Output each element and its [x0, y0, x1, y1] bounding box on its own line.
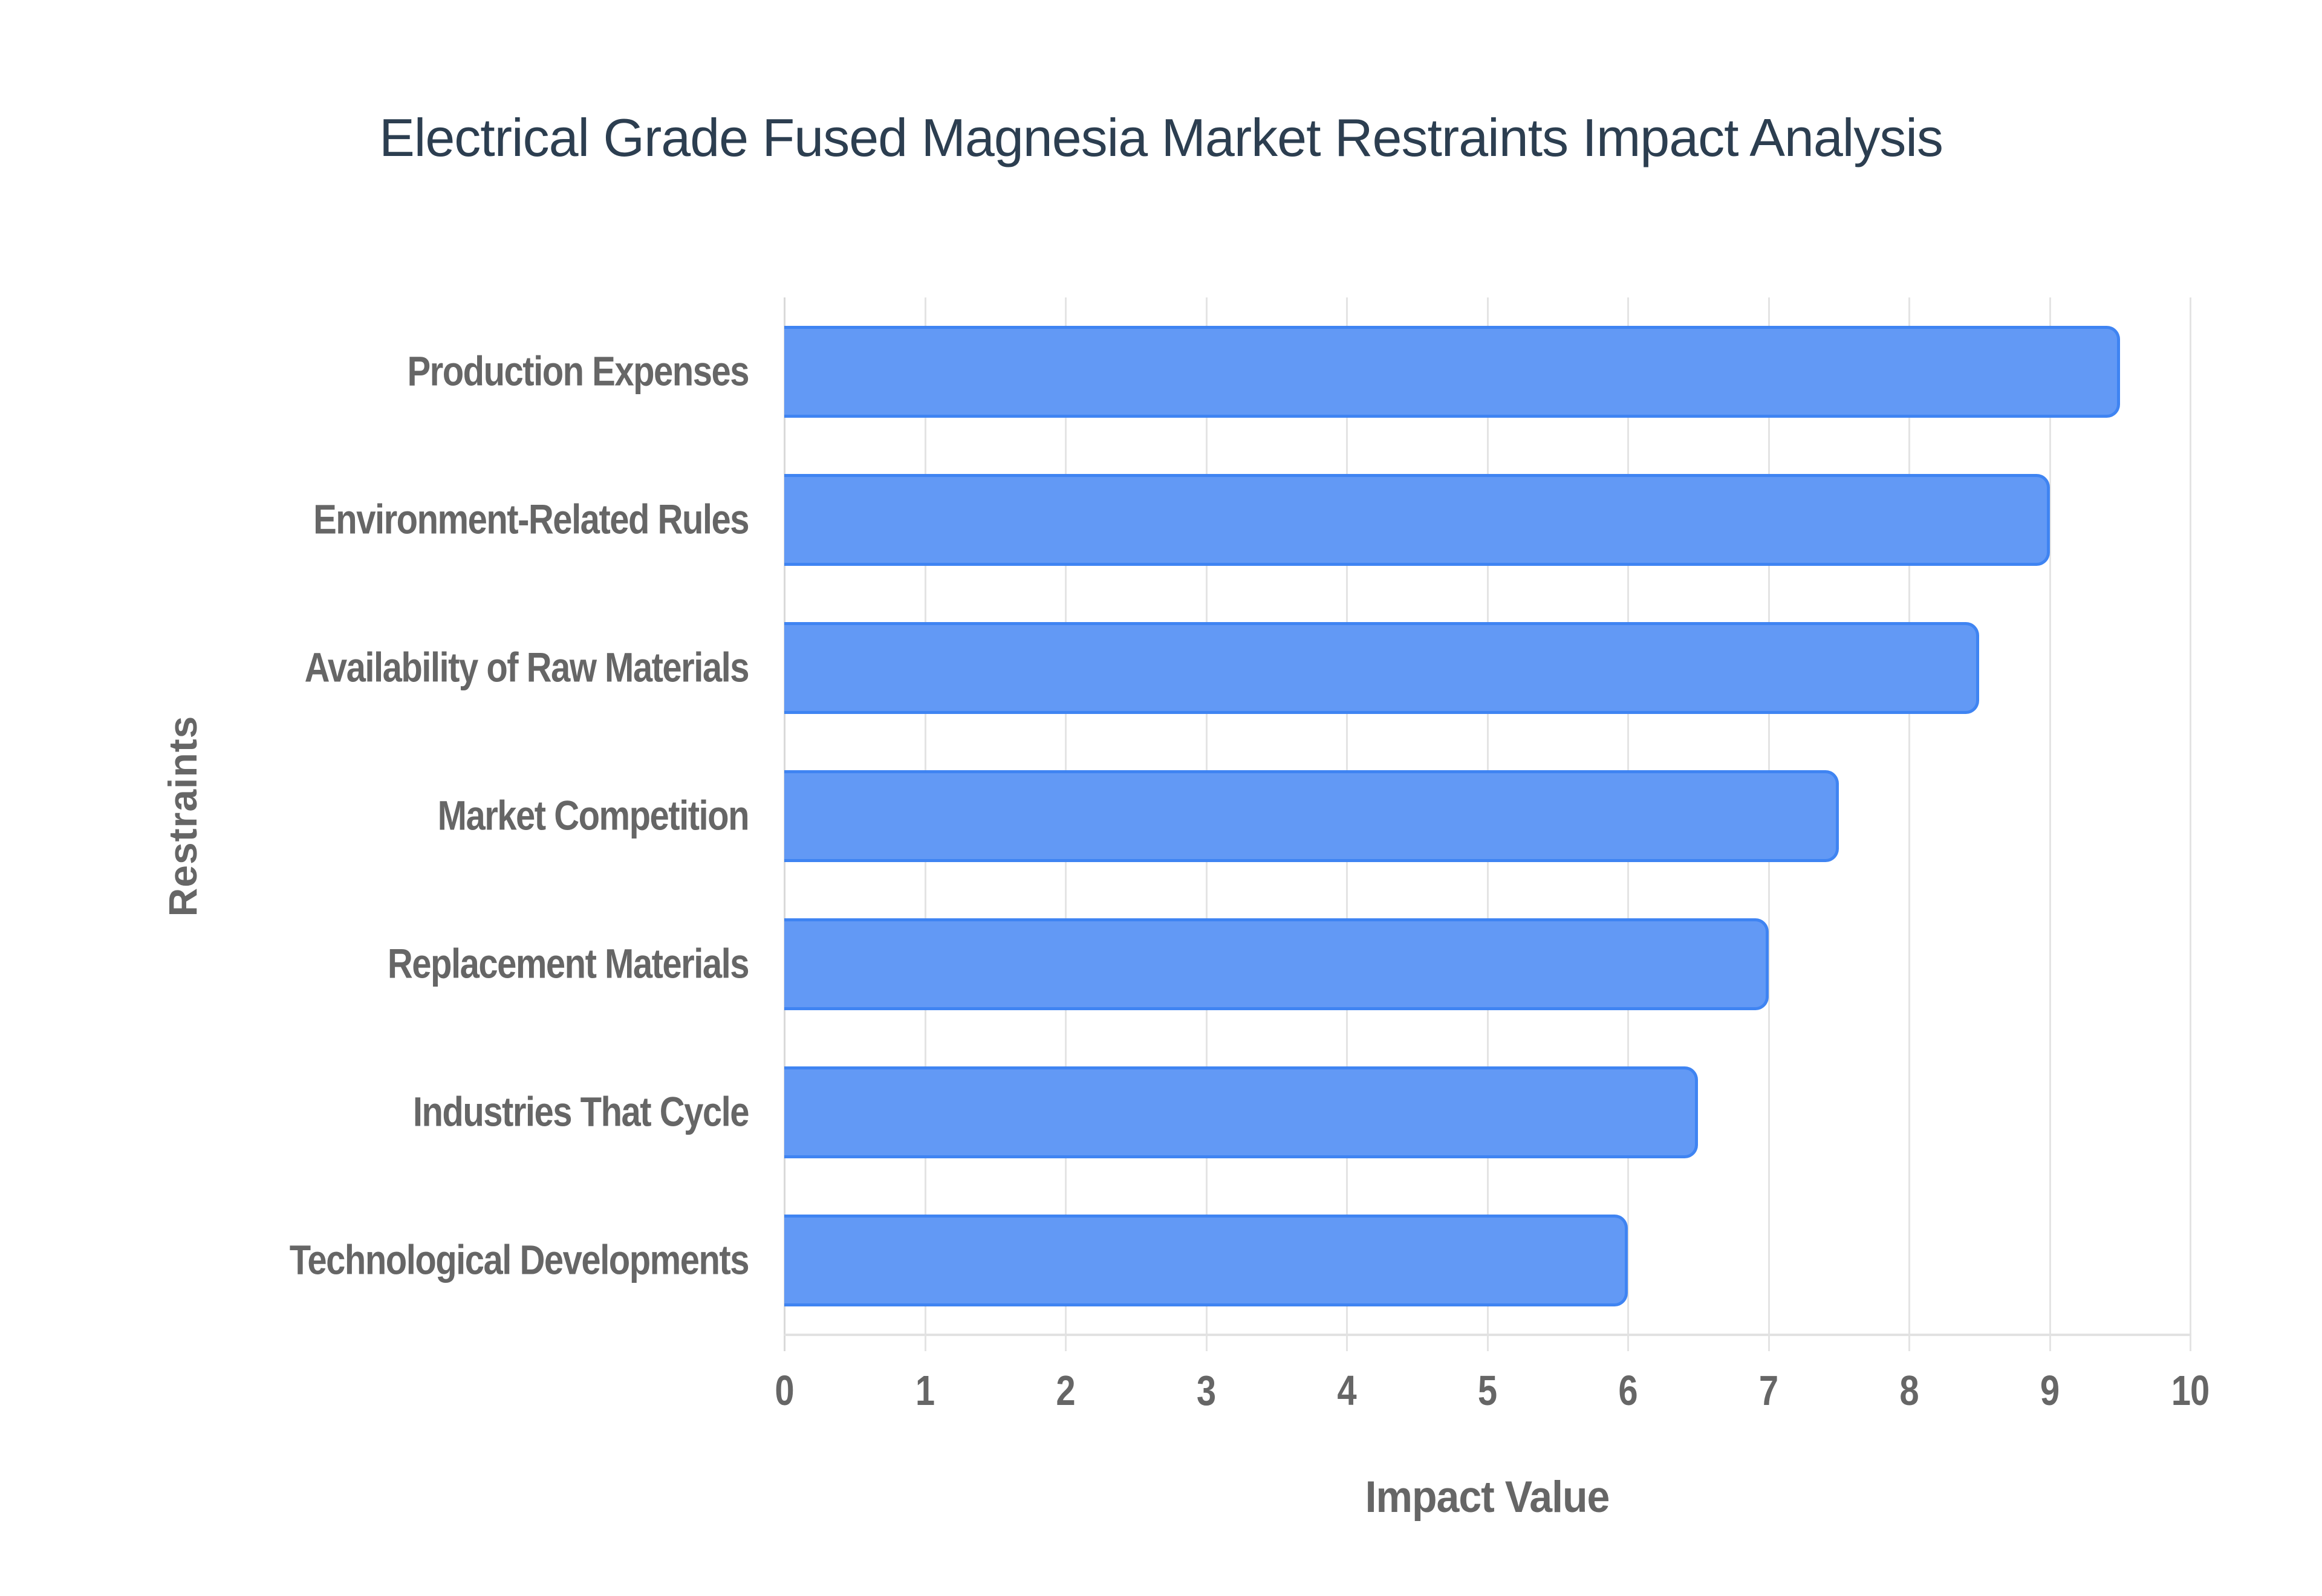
category-label: Availability of Raw Materials	[304, 644, 750, 691]
bar[interactable]	[784, 770, 1839, 862]
x-tick-label: 10	[2171, 1367, 2210, 1415]
x-tick-label: 3	[1196, 1367, 1216, 1415]
bar[interactable]	[784, 325, 2120, 418]
x-axis-baseline	[784, 1334, 2191, 1336]
x-axis-title: Impact Value	[1365, 1471, 1610, 1522]
x-tick-label: 0	[775, 1367, 794, 1415]
category-label: Technological Developments	[289, 1236, 750, 1283]
category-label: Industries That Cycle	[412, 1088, 750, 1135]
category-label: Production Expenses	[407, 348, 749, 395]
bar[interactable]	[784, 1214, 1628, 1306]
gridline	[2049, 297, 2051, 1351]
gridline	[1908, 297, 1910, 1351]
category-label: Market Competition	[437, 792, 750, 839]
bar[interactable]	[784, 473, 2050, 566]
x-tick-label: 6	[1618, 1367, 1637, 1415]
x-tick-label: 4	[1337, 1367, 1356, 1415]
x-tick-label: 2	[1056, 1367, 1075, 1415]
x-tick-label: 7	[1758, 1367, 1778, 1415]
x-tick-label: 8	[1899, 1367, 1919, 1415]
plot-area	[784, 297, 2191, 1351]
x-tick-label: 5	[1477, 1367, 1497, 1415]
category-label: Replacement Materials	[387, 940, 750, 987]
chart-title: Electrical Grade Fused Magnesia Market R…	[379, 108, 1943, 167]
x-tick-label: 9	[2040, 1367, 2060, 1415]
x-tick-label: 1	[915, 1367, 935, 1415]
bar[interactable]	[784, 918, 1769, 1010]
bar[interactable]	[784, 621, 1980, 714]
category-label: Environment-Related Rules	[313, 496, 749, 543]
bar[interactable]	[784, 1066, 1699, 1158]
gridline	[2190, 297, 2191, 1351]
